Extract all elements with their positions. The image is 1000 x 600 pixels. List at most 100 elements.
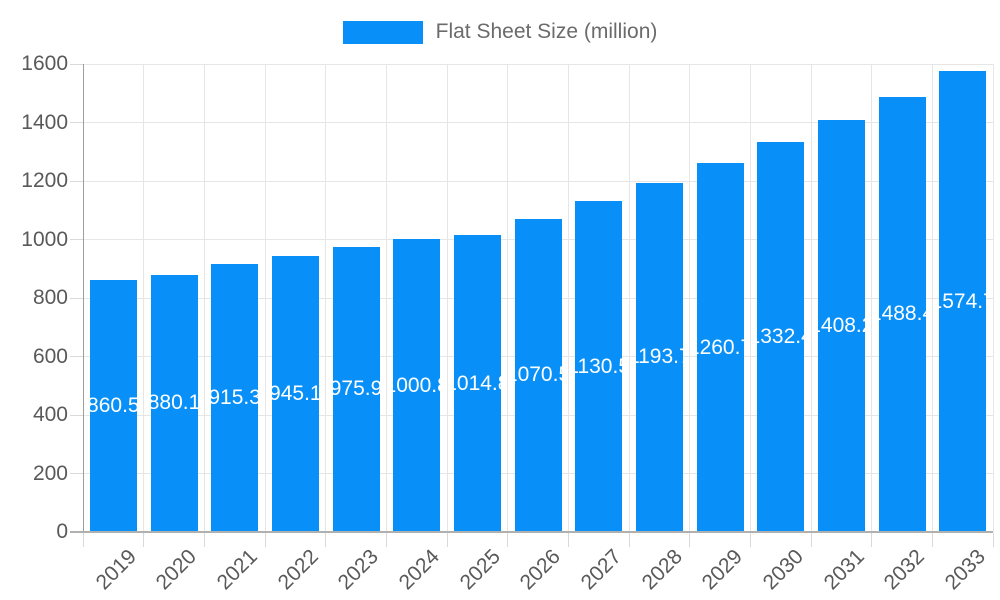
v-gridline (871, 64, 873, 532)
bar-value-label: 1000.8 (393, 373, 440, 397)
x-axis-label: 2022 (273, 545, 323, 595)
bar[interactable] (575, 201, 623, 532)
v-gridline (385, 64, 387, 532)
x-tick (992, 533, 994, 547)
y-tick (70, 473, 83, 474)
chart-legend[interactable]: Flat Sheet Size (million) (0, 18, 1000, 46)
x-tick (82, 533, 84, 547)
y-tick (70, 414, 83, 416)
bar[interactable] (514, 218, 562, 532)
y-axis-label: 200 (32, 461, 68, 485)
x-axis-label: 2033 (940, 545, 990, 595)
y-axis-label: 0 (56, 520, 68, 543)
v-gridline (992, 64, 994, 532)
x-axis-label: 2019 (91, 545, 141, 595)
x-tick (264, 533, 266, 547)
y-axis-line (83, 64, 84, 532)
bar[interactable] (393, 239, 441, 532)
legend-swatch (342, 20, 423, 44)
y-tick (70, 180, 83, 182)
v-gridline (143, 64, 145, 532)
bar-value-label: 1130.5 (575, 354, 622, 378)
x-axis-label: 2027 (576, 545, 626, 595)
x-tick (749, 533, 751, 547)
y-tick (70, 297, 83, 299)
x-axis-label: 2024 (394, 545, 444, 595)
bar[interactable] (89, 280, 137, 532)
v-gridline (931, 64, 933, 532)
x-axis-label: 2021 (212, 545, 262, 595)
bar[interactable] (211, 264, 259, 532)
plot-area: 860.5 880.1 915.3 945.1 975.9 1000.8 1014.8 107… (82, 63, 994, 533)
bar-value-label: 1014.8 (454, 371, 501, 395)
h-gridline (83, 63, 993, 65)
x-tick (628, 533, 630, 547)
v-gridline (325, 64, 327, 532)
bar-value-label: 1488.4 (879, 302, 926, 326)
v-gridline (567, 64, 569, 532)
v-gridline (749, 64, 751, 532)
bar[interactable] (635, 182, 683, 532)
x-axis-label: 2031 (819, 545, 869, 595)
y-tick (70, 63, 83, 65)
x-axis-label: 2030 (758, 545, 808, 595)
v-gridline (264, 64, 266, 532)
x-axis-label: 2020 (151, 545, 202, 595)
bar-value-label: 1260.7 (697, 335, 744, 359)
v-gridline (507, 64, 509, 532)
bar-value-label: 1193.7 (636, 345, 683, 369)
y-tick (70, 122, 83, 123)
v-gridline (203, 64, 205, 532)
bar[interactable] (332, 246, 380, 532)
x-tick (446, 533, 448, 547)
y-axis-label: 600 (32, 344, 68, 368)
bar[interactable] (817, 120, 865, 532)
bar[interactable] (757, 142, 805, 532)
x-tick (203, 533, 205, 547)
bar[interactable] (939, 71, 987, 532)
bar-value-label: 860.5 (89, 394, 137, 418)
bar-value-label: 1332.4 (757, 325, 804, 349)
bar[interactable] (271, 255, 319, 532)
x-axis-label: 2025 (455, 545, 505, 595)
bar-value-label: 1574.7 (939, 289, 986, 313)
v-gridline (628, 64, 630, 532)
y-axis-label: 1000 (21, 227, 68, 251)
x-tick (871, 533, 873, 547)
x-axis-line (70, 531, 993, 533)
bar-value-label: 1408.2 (818, 314, 865, 338)
bar[interactable] (878, 96, 926, 532)
h-gridline (83, 122, 993, 123)
x-axis-label: 2028 (637, 545, 687, 595)
y-axis-label: 1200 (21, 169, 68, 192)
v-gridline (810, 64, 812, 532)
x-tick (689, 533, 691, 547)
x-tick (810, 533, 812, 547)
x-tick (507, 533, 509, 547)
v-gridline (689, 64, 691, 532)
bar-value-label: 945.1 (271, 381, 319, 405)
x-tick (385, 533, 387, 547)
x-tick (143, 533, 145, 547)
x-tick (931, 533, 933, 547)
h-gridline (83, 180, 993, 182)
y-tick (70, 356, 83, 357)
bar-value-label: 1070.5 (515, 363, 562, 387)
bar-value-label: 915.3 (211, 386, 259, 410)
x-axis-label: 2029 (697, 545, 748, 595)
v-gridline (446, 64, 448, 532)
bar[interactable] (150, 274, 198, 532)
y-tick (70, 239, 83, 240)
y-axis-label: 1600 (21, 52, 68, 75)
bar-value-label: 975.9 (332, 377, 380, 401)
y-axis-label: 1400 (21, 110, 68, 134)
x-tick (325, 533, 327, 547)
x-axis-label: 2026 (515, 545, 566, 595)
bar[interactable] (696, 163, 744, 532)
bar[interactable] (453, 235, 501, 532)
x-axis-label: 2032 (879, 545, 930, 595)
y-axis-label: 400 (32, 403, 68, 426)
bar-value-label: 880.1 (150, 391, 198, 415)
x-tick (567, 533, 569, 547)
